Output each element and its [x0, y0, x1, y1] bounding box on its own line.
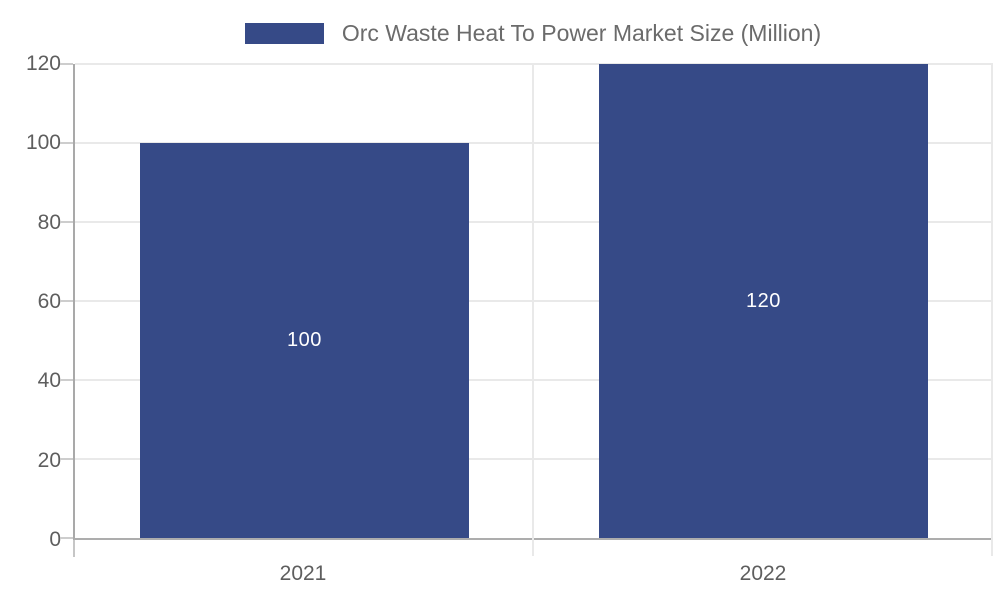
y-tick-mark [60, 458, 73, 460]
chart-legend-item[interactable]: Orc Waste Heat To Power Market Size (Mil… [73, 20, 993, 46]
y-axis-tick-label: 0 [49, 528, 61, 551]
y-axis-tick-label: 60 [37, 290, 61, 313]
y-tick-mark [60, 141, 73, 144]
y-tick-mark [60, 537, 73, 539]
y-tick-mark [60, 378, 73, 381]
legend-label: Orc Waste Heat To Power Market Size (Mil… [341, 19, 822, 46]
y-axis-tick-label: 80 [37, 210, 61, 234]
y-axis-tick-label: 100 [25, 131, 61, 155]
y-gridline [75, 458, 993, 460]
y-gridline [75, 141, 993, 144]
y-gridline [75, 220, 993, 223]
plot-area: 100 120 [60, 63, 993, 557]
y-gridline [75, 63, 993, 65]
y-axis-tick-label: 20 [37, 448, 61, 472]
legend-swatch [244, 22, 324, 44]
x-axis-labels: 2021 2022 [73, 560, 993, 588]
category-boundary-gridline [991, 64, 993, 556]
y-gridline [75, 300, 993, 302]
x-axis-tick-label: 2021 [279, 562, 327, 585]
y-axis-tick-label: 120 [25, 52, 61, 75]
y-tick-mark [60, 220, 73, 223]
y-tick-mark [60, 300, 73, 302]
x-axis-tick-label: 2022 [739, 562, 787, 585]
bar-value-label: 100 [287, 328, 322, 351]
y-axis-labels: 0 20 40 60 80 100 120 [0, 52, 63, 551]
y-gridline [75, 378, 993, 381]
y-axis-tick-label: 40 [37, 369, 61, 393]
category-boundary-gridline [532, 64, 534, 556]
bar-value-label: 120 [746, 289, 781, 312]
y-tick-mark [60, 63, 73, 65]
bar-2022[interactable]: 120 [598, 64, 929, 538]
x-axis-edge-tick [73, 540, 75, 557]
bar-2021[interactable]: 100 [139, 142, 470, 538]
